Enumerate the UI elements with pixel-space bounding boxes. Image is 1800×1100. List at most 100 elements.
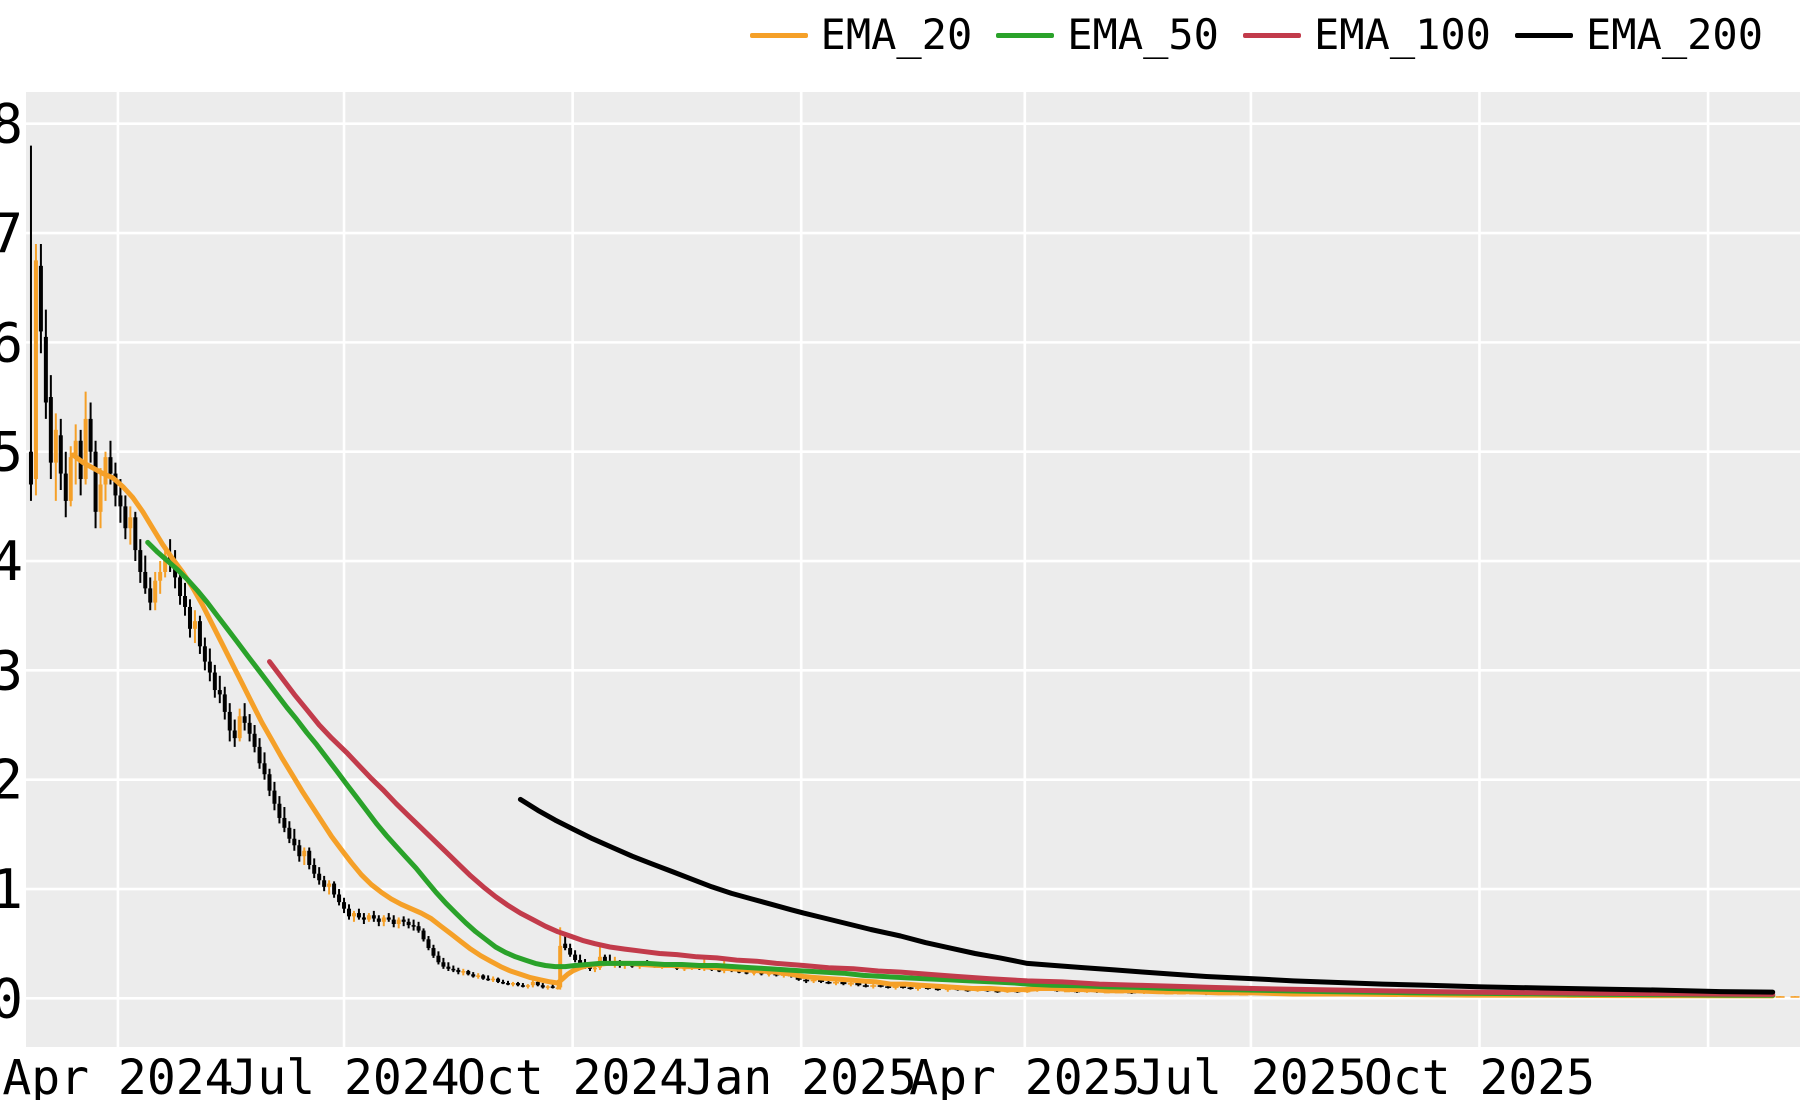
candle	[118, 495, 123, 507]
candle	[563, 943, 568, 949]
candle	[192, 621, 197, 629]
candle	[103, 457, 108, 485]
candle	[924, 987, 931, 990]
candle	[277, 803, 282, 818]
candle	[222, 694, 227, 712]
candle	[555, 987, 560, 990]
candle	[840, 981, 847, 985]
candle	[451, 968, 456, 971]
candle	[217, 690, 222, 695]
legend-label: EMA_20	[820, 10, 973, 59]
candle	[592, 967, 597, 970]
candle	[481, 975, 486, 979]
y-tick-label: 0	[0, 967, 23, 1030]
candle	[272, 790, 277, 804]
candle	[476, 975, 481, 977]
candle	[510, 983, 515, 985]
candle	[227, 711, 232, 731]
candle	[327, 883, 332, 887]
candle	[501, 981, 506, 984]
candle	[550, 986, 555, 988]
candle	[862, 985, 869, 987]
ema-200-line	[517, 796, 1776, 995]
candle	[282, 817, 287, 828]
legend-label: EMA_200	[1585, 10, 1763, 59]
candle	[885, 986, 892, 988]
chart-legend: EMA_20 EMA_50 EMA_100 EMA_200	[0, 14, 1763, 56]
candle	[43, 336, 48, 403]
candle	[53, 429, 58, 463]
candle	[342, 902, 347, 909]
candle	[376, 918, 381, 922]
ema50-line-swatch	[996, 32, 1055, 38]
candle	[187, 606, 192, 629]
x-tick-label: Apr 2024	[2, 1050, 233, 1100]
candle	[545, 986, 550, 988]
candle	[183, 596, 188, 607]
candle	[252, 733, 257, 747]
candle	[292, 838, 297, 846]
candle	[506, 983, 511, 985]
legend-label: EMA_100	[1313, 10, 1491, 59]
candle	[446, 966, 451, 969]
x-tick-label: Apr 2025	[909, 1050, 1140, 1100]
candle	[934, 988, 941, 991]
candle	[573, 954, 578, 961]
candle	[491, 978, 496, 981]
candle	[496, 978, 501, 982]
candle	[212, 672, 217, 691]
ema-100-line	[267, 659, 1776, 997]
candle	[366, 915, 371, 920]
candle	[242, 716, 247, 723]
candle	[825, 981, 832, 984]
candle	[346, 908, 351, 917]
candle	[401, 919, 406, 922]
candle	[63, 473, 68, 501]
candle	[744, 972, 749, 974]
candle	[386, 917, 391, 920]
candle	[138, 550, 143, 572]
candle	[237, 716, 242, 739]
candle	[356, 913, 361, 918]
candle	[892, 986, 899, 988]
y-tick-label: 7	[0, 202, 23, 265]
y-tick-label: 5	[0, 421, 23, 484]
candle	[88, 418, 93, 452]
candle	[602, 956, 607, 962]
candle	[530, 981, 535, 986]
candle	[396, 919, 401, 925]
candle	[247, 722, 252, 734]
candle	[466, 971, 471, 975]
candle	[317, 873, 322, 881]
x-tick-label: Oct 2024	[457, 1050, 688, 1100]
x-tick-label: Jan 2025	[686, 1050, 917, 1100]
candle	[900, 986, 907, 988]
candle	[525, 985, 530, 987]
x-tick-label: Oct 2025	[1364, 1050, 1595, 1100]
candle	[426, 939, 431, 949]
candle	[515, 983, 520, 986]
candle	[818, 979, 825, 982]
y-tick-label: 6	[0, 311, 23, 374]
x-tick-label: Jul 2024	[228, 1050, 459, 1100]
y-tick-label: 3	[0, 639, 23, 702]
candle	[108, 457, 113, 474]
ema100-line-swatch	[1242, 32, 1301, 38]
candle	[471, 974, 476, 977]
ema-20-line	[70, 452, 1776, 999]
candle	[421, 930, 426, 940]
candle	[431, 948, 436, 956]
candle	[98, 484, 103, 512]
candle	[832, 981, 839, 984]
candle	[302, 850, 307, 857]
candle	[123, 506, 128, 529]
y-tick-label: 2	[0, 749, 23, 812]
candle	[287, 827, 292, 839]
candle	[113, 473, 118, 496]
candle	[73, 440, 78, 458]
candle	[803, 979, 810, 982]
candle	[337, 894, 342, 903]
candle	[28, 451, 33, 485]
